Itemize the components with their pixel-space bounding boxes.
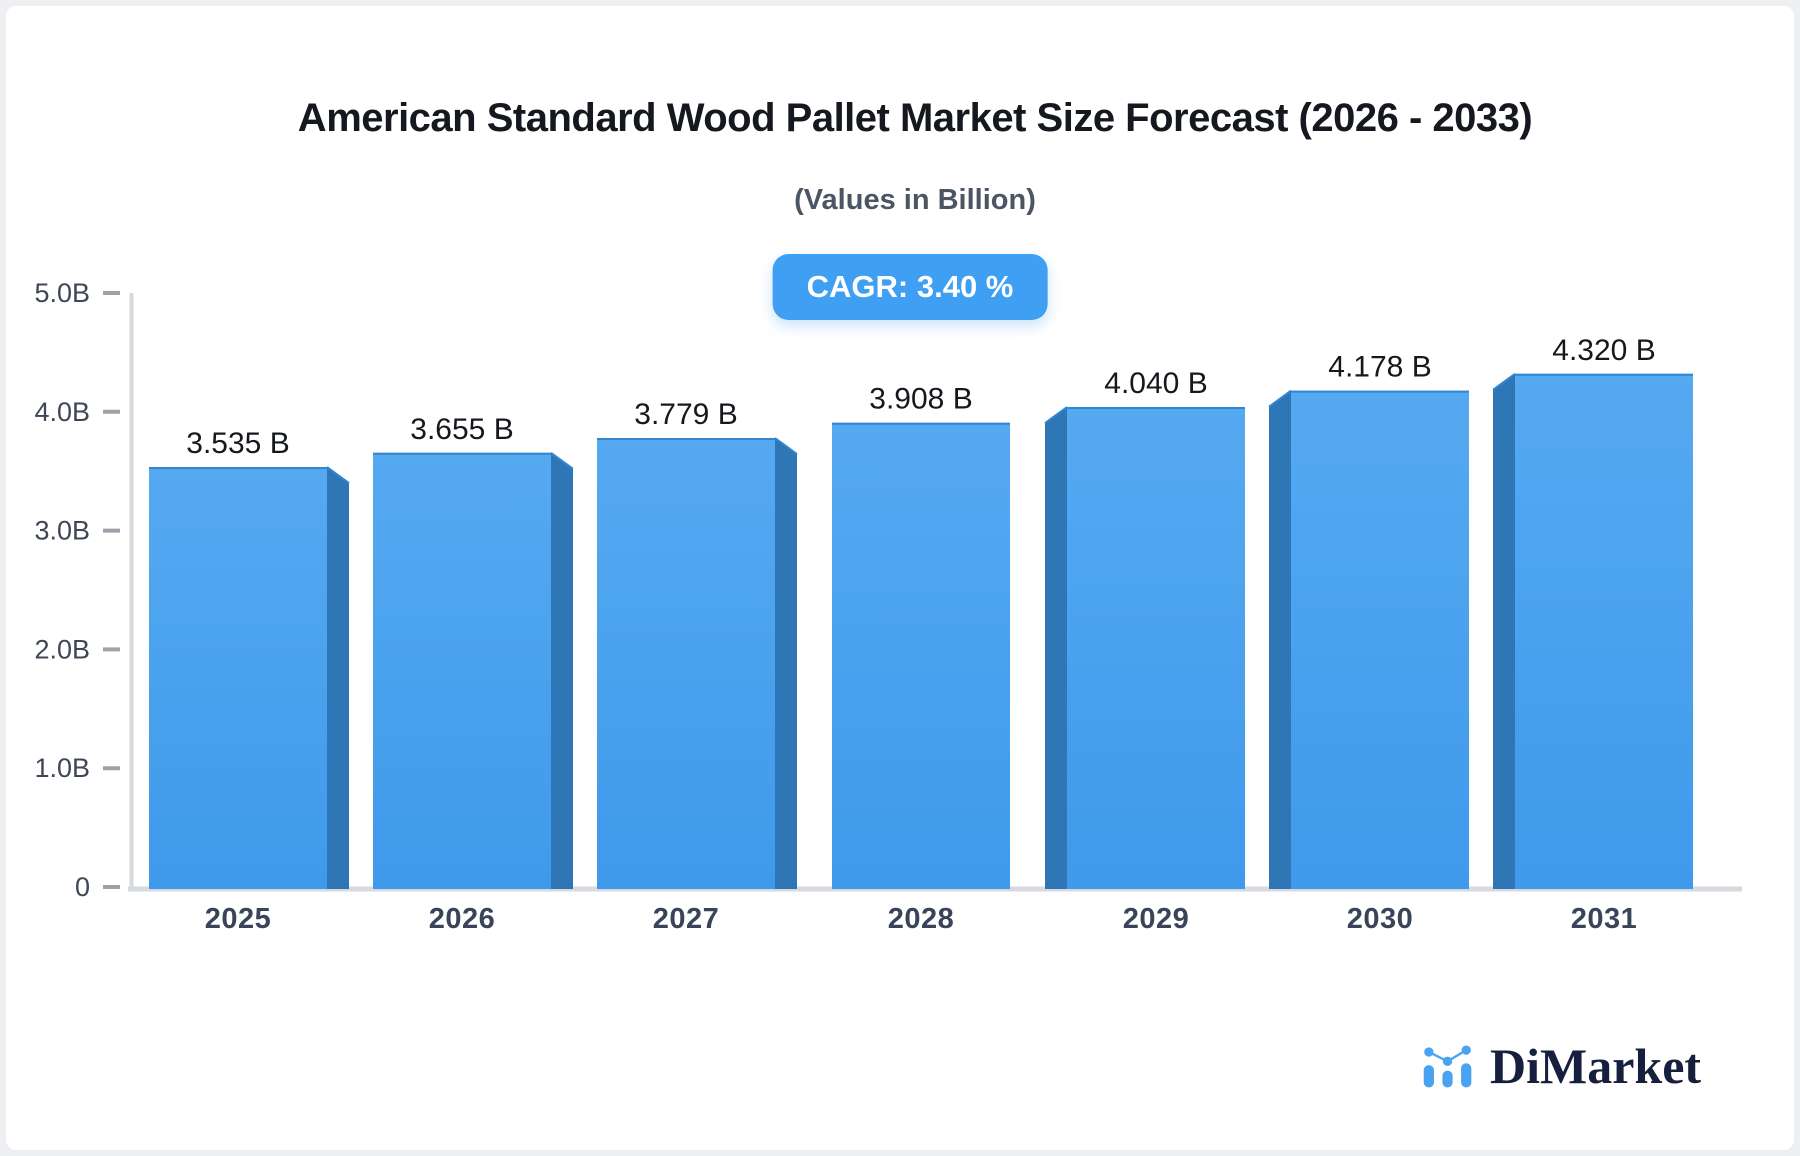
bar-value-label-2028: 3.908 B xyxy=(869,383,972,416)
y-tick-label: 1.0B xyxy=(34,753,90,783)
bar-face-2027 xyxy=(597,438,775,889)
x-axis-label-2031: 2031 xyxy=(1571,903,1638,935)
bar-side-2030 xyxy=(1269,390,1291,889)
y-tick-label: 3.0B xyxy=(34,516,90,546)
dimarket-logo: DiMarket xyxy=(1420,1040,1701,1092)
bar-side-2026 xyxy=(551,452,573,889)
x-axis-label-2025: 2025 xyxy=(205,903,272,935)
bar-face-2026 xyxy=(373,452,551,889)
bar-face-2031 xyxy=(1515,373,1693,889)
bars-layer xyxy=(149,372,1693,889)
y-tick-label: 0 xyxy=(75,872,90,902)
x-axis-label-2029: 2029 xyxy=(1123,903,1190,935)
bar-slant-edge xyxy=(550,451,574,470)
x-axis-label-2027: 2027 xyxy=(653,903,720,935)
bar-side-2031 xyxy=(1493,373,1515,889)
bar-value-label-2026: 3.655 B xyxy=(410,413,513,446)
bar-face-2028 xyxy=(832,422,1010,889)
bar-value-label-2030: 4.178 B xyxy=(1328,351,1431,384)
bar-value-label-2029: 4.040 B xyxy=(1104,367,1207,400)
bar-value-label-2031: 4.320 B xyxy=(1552,334,1655,367)
cagr-badge: CAGR: 3.40 % xyxy=(772,254,1048,320)
bar-chart-logo-icon xyxy=(1423,1045,1472,1088)
bar-slant-edge xyxy=(1268,389,1292,408)
bar-slant-edge xyxy=(1492,372,1516,391)
chart-subtitle: (Values in Billion) xyxy=(794,184,1036,216)
y-tick-label: 2.0B xyxy=(34,634,90,664)
chart-title: American Standard Wood Pallet Market Siz… xyxy=(297,96,1533,140)
bar-face-2030 xyxy=(1291,390,1469,889)
bar-value-label-2025: 3.535 B xyxy=(186,427,289,460)
logo-text: DiMarket xyxy=(1490,1038,1702,1094)
bar-side-2025 xyxy=(327,467,349,889)
bar-slant-edge xyxy=(1044,406,1068,424)
bar-side-2029 xyxy=(1045,407,1067,889)
bar-value-label-2027: 3.779 B xyxy=(634,398,737,431)
bar-slant-edge xyxy=(326,466,350,484)
bar-slant-edge xyxy=(774,437,798,455)
y-tick-label: 5.0B xyxy=(34,278,90,308)
labels-layer: 3.535 B 2025 3.655 B 2026 3.779 B 2027 3.908 B… xyxy=(186,334,1655,935)
x-axis-label-2030: 2030 xyxy=(1347,903,1414,935)
bar-face-2029 xyxy=(1067,407,1245,889)
y-tick-label: 4.0B xyxy=(34,397,90,427)
x-axis-label-2026: 2026 xyxy=(429,903,496,935)
x-axis-label-2028: 2028 xyxy=(888,903,955,935)
bar-face-2025 xyxy=(149,467,327,889)
bar-side-2027 xyxy=(775,438,797,889)
